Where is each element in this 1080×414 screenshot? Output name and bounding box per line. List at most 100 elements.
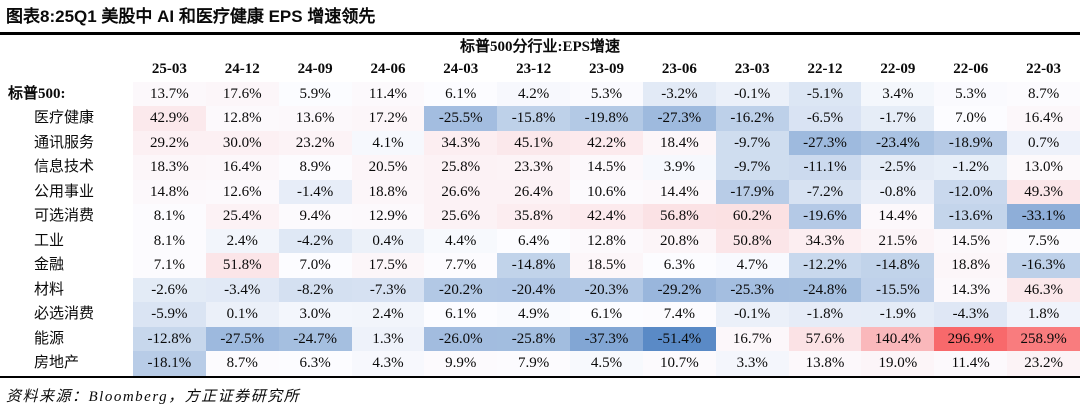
eps-cell: 60.2% [715, 204, 789, 229]
eps-cell: -12.0% [934, 179, 1008, 204]
eps-cell: 34.3% [788, 228, 862, 253]
eps-cell: 17.2% [351, 106, 425, 131]
column-header: 23-12 [516, 60, 552, 77]
eps-cell: 10.7% [642, 351, 716, 376]
eps-cell: -27.3% [642, 106, 716, 131]
eps-cell: 2.4% [351, 302, 425, 327]
eps-cell: -16.2% [715, 106, 789, 131]
eps-cell: -1.8% [788, 302, 862, 327]
eps-cell: 12.6% [205, 179, 279, 204]
row-label: 标普500: [8, 85, 66, 102]
eps-cell: 20.5% [351, 155, 425, 180]
eps-cell: 26.6% [424, 179, 498, 204]
column-header: 23-06 [661, 60, 697, 77]
eps-cell: 14.5% [570, 155, 643, 180]
column-header: 24-03 [443, 60, 479, 77]
eps-cell: 18.3% [133, 155, 206, 180]
eps-cell: 296.9% [934, 326, 1008, 351]
row-label-spacer [0, 57, 133, 82]
eps-cell: 17.5% [351, 253, 425, 278]
eps-cell: -3.4% [205, 277, 279, 302]
row-label: 材料 [34, 281, 65, 298]
row-label: 信息技术 [34, 159, 95, 175]
eps-cell: -19.8% [570, 106, 643, 131]
column-header: 24-06 [370, 60, 406, 77]
eps-cell: 21.5% [861, 228, 935, 253]
eps-cell: -37.3% [570, 326, 643, 351]
column-header: 24-09 [297, 60, 333, 77]
eps-cell: 26.4% [497, 179, 571, 204]
eps-cell: 4.4% [424, 228, 498, 253]
eps-cell: 3.3% [715, 351, 789, 376]
eps-cell: 18.8% [934, 253, 1008, 278]
eps-cell: -7.2% [788, 179, 862, 204]
eps-cell: 57.6% [788, 326, 862, 351]
table-row: 工业 8.1% 2.4% -4.2% 0.4% 4.4% 6.4% 12.8% 20.8% 50.… [0, 228, 1080, 253]
eps-cell: 12.8% [570, 228, 643, 253]
eps-cell: -25.8% [497, 326, 571, 351]
eps-cell: 7.4% [642, 302, 716, 327]
eps-cell: -3.2% [642, 81, 716, 106]
eps-cell: 14.4% [861, 204, 935, 229]
eps-cell: -1.2% [934, 155, 1008, 180]
column-header: 25-03 [151, 60, 187, 77]
eps-cell: -5.9% [133, 302, 206, 327]
eps-cell: -2.6% [133, 277, 206, 302]
eps-cell: 14.4% [642, 179, 716, 204]
eps-cell: 56.8% [642, 204, 716, 229]
column-header: 22-06 [953, 60, 989, 77]
eps-cell: 4.7% [715, 253, 789, 278]
eps-cell: 23.2% [1007, 351, 1080, 376]
eps-cell: -0.1% [715, 81, 789, 106]
eps-cell: -0.8% [861, 179, 935, 204]
eps-cell: -25.3% [715, 277, 789, 302]
eps-cell: -16.3% [1007, 253, 1080, 278]
eps-cell: 8.1% [133, 228, 206, 253]
source-divider [0, 375, 1080, 378]
eps-cell: 50.8% [715, 228, 789, 253]
eps-cell: 2.4% [205, 228, 279, 253]
eps-cell: 12.9% [351, 204, 425, 229]
eps-cell: 6.3% [278, 351, 352, 376]
table-title: 标普500分行业:EPS增速 [459, 38, 620, 55]
eps-cell: 13.7% [133, 81, 206, 106]
table-row: 必选消费 -5.9% 0.1% 3.0% 2.4% 6.1% 4.9% 6.1% 7.4% -0.… [0, 302, 1080, 327]
row-label: 能源 [34, 330, 65, 347]
eps-cell: 16.4% [1007, 106, 1080, 131]
eps-cell: -6.5% [788, 106, 862, 131]
source-note: 资料来源：Bloomberg，方正证券研究所 [6, 388, 301, 405]
eps-cell: 4.2% [497, 81, 571, 106]
eps-cell: -9.7% [715, 155, 789, 180]
eps-cell: -24.7% [278, 326, 352, 351]
eps-cell: 25.4% [205, 204, 279, 229]
eps-cell: -4.2% [278, 228, 352, 253]
eps-cell: 42.9% [133, 106, 206, 131]
eps-cell: 7.0% [278, 253, 352, 278]
table-row: 医疗健康 42.9% 12.8% 13.6% 17.2% -25.5% -15.8% -19.… [0, 106, 1080, 131]
table-row: 通讯服务 29.2% 30.0% 23.2% 4.1% 34.3% 45.1% 42.2% 18… [0, 130, 1080, 155]
column-header: 22-03 [1026, 60, 1062, 77]
eps-cell: -9.7% [715, 130, 789, 155]
row-label: 可选消费 [34, 208, 95, 224]
eps-cell: 30.0% [205, 130, 279, 155]
eps-cell: 3.0% [278, 302, 352, 327]
eps-cell: 1.8% [1007, 302, 1080, 327]
eps-cell: -5.1% [788, 81, 862, 106]
eps-cell: -4.3% [934, 302, 1008, 327]
row-label: 公用事业 [34, 183, 95, 200]
eps-cell: 0.7% [1007, 130, 1080, 155]
eps-cell: 49.3% [1007, 179, 1080, 204]
eps-cell: 7.7% [424, 253, 498, 278]
eps-cell: 0.4% [351, 228, 425, 253]
title-divider [0, 32, 1080, 35]
eps-cell: 8.7% [205, 351, 279, 376]
eps-cell: 42.4% [570, 204, 643, 229]
eps-cell: 17.6% [205, 81, 279, 106]
table-row: 信息技术 18.3% 16.4% 8.9% 20.5% 25.8% 23.3% 14.5% 3.… [0, 155, 1080, 180]
eps-cell: 6.1% [424, 81, 498, 106]
eps-cell: 20.8% [642, 228, 716, 253]
eps-cell: 11.4% [351, 81, 425, 106]
eps-cell: 16.7% [715, 326, 789, 351]
eps-cell: -51.4% [642, 326, 716, 351]
